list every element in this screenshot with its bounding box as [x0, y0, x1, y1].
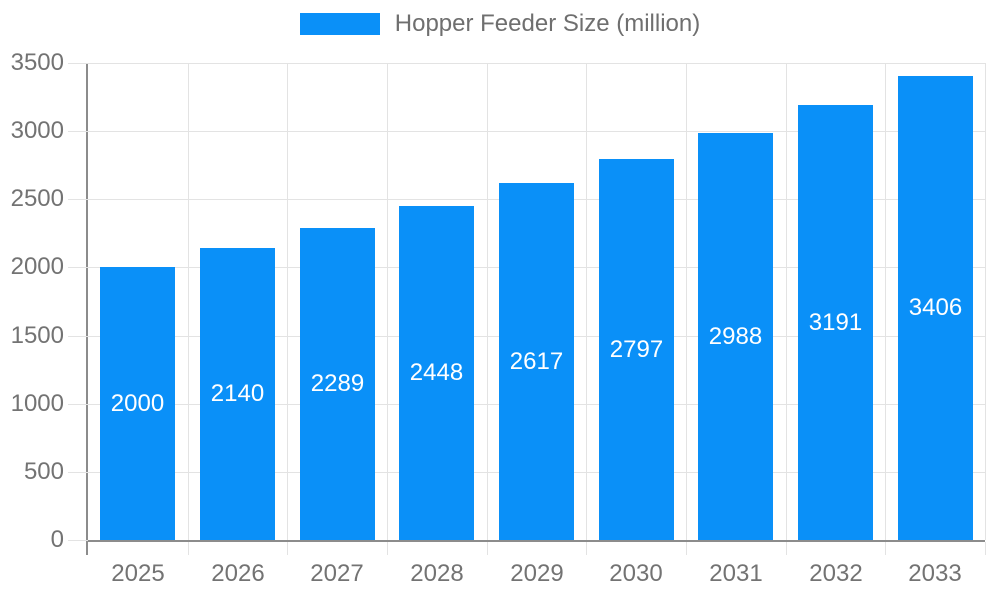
bar[interactable]: 2140: [200, 248, 275, 540]
y-axis-tick: [68, 540, 88, 541]
x-tick-label: 2026: [211, 560, 265, 587]
legend[interactable]: Hopper Feeder Size (million): [0, 12, 1000, 36]
gridline-vertical: [786, 63, 787, 540]
bar-value-label: 2140: [210, 380, 265, 407]
bar[interactable]: 2448: [399, 206, 474, 540]
y-tick-label: 1500: [10, 322, 64, 349]
plot-area: 2000 2140 2289 2448 2617 2797 2988 3191 3406: [88, 63, 986, 540]
x-axis-tick: [586, 542, 587, 555]
bar-value-label: 2448: [409, 359, 464, 386]
y-tick-label: 500: [23, 458, 64, 485]
y-axis-tick: [68, 199, 88, 200]
x-axis-tick: [188, 542, 189, 555]
gridline-horizontal: [88, 131, 985, 132]
x-axis-tick: [686, 542, 687, 555]
y-tick-label: 0: [50, 526, 64, 553]
x-axis-tick: [985, 542, 986, 555]
y-tick-label: 1000: [10, 390, 64, 417]
legend-swatch[interactable]: [299, 13, 380, 35]
bar-value-label: 2617: [509, 347, 564, 375]
bar[interactable]: 2000: [100, 267, 175, 540]
bar[interactable]: 2988: [698, 133, 773, 540]
bar-value-label: 2797: [609, 335, 664, 363]
x-axis-tick: [287, 542, 288, 555]
x-axis-line: [86, 540, 985, 542]
bar-value-label: 2289: [310, 370, 365, 397]
x-axis-tick: [487, 542, 488, 555]
gridline-vertical: [586, 63, 587, 540]
bar-value-label: 3406: [908, 294, 963, 321]
y-axis-tick: [68, 472, 88, 473]
gridline-vertical: [686, 63, 687, 540]
y-axis-tick: [68, 267, 88, 268]
x-axis-tick: [786, 542, 787, 555]
bar[interactable]: 3191: [798, 105, 873, 540]
gridline-vertical: [985, 63, 986, 540]
x-tick-label: 2032: [809, 560, 863, 587]
gridline-vertical: [188, 63, 189, 540]
x-tick-label: 2028: [410, 560, 464, 587]
y-axis-tick: [68, 404, 88, 405]
y-axis-tick: [68, 336, 88, 337]
bar[interactable]: 2797: [599, 159, 674, 540]
x-tick-label: 2030: [609, 560, 663, 587]
x-tick-label: 2029: [510, 560, 564, 587]
x-axis-tick: [387, 542, 388, 555]
x-tick-label: 2027: [310, 560, 364, 587]
gridline-vertical: [885, 63, 886, 540]
bar-value-label: 2000: [110, 389, 165, 417]
bar[interactable]: 2289: [300, 228, 375, 540]
x-axis-tick: [885, 542, 886, 555]
x-tick-label: 2033: [908, 560, 962, 587]
y-tick-label: 2500: [10, 185, 64, 212]
legend-label: Hopper Feeder Size (million): [394, 10, 701, 37]
y-tick-label: 3000: [10, 117, 64, 144]
bar-value-label: 3191: [808, 308, 863, 336]
bar[interactable]: 2617: [499, 183, 574, 540]
y-tick-label: 2000: [10, 253, 64, 280]
bar-value-label: 2988: [708, 322, 763, 350]
gridline-vertical: [387, 63, 388, 540]
bar[interactable]: 3406: [898, 76, 973, 540]
gridline-vertical: [287, 63, 288, 540]
y-axis-tick: [68, 63, 88, 64]
y-tick-label: 3500: [10, 49, 64, 76]
x-tick-label: 2025: [111, 560, 165, 587]
y-axis-line: [86, 63, 88, 555]
x-tick-label: 2031: [709, 560, 763, 587]
y-axis-tick: [68, 131, 88, 132]
gridline-vertical: [487, 63, 488, 540]
gridline-horizontal: [88, 63, 985, 64]
